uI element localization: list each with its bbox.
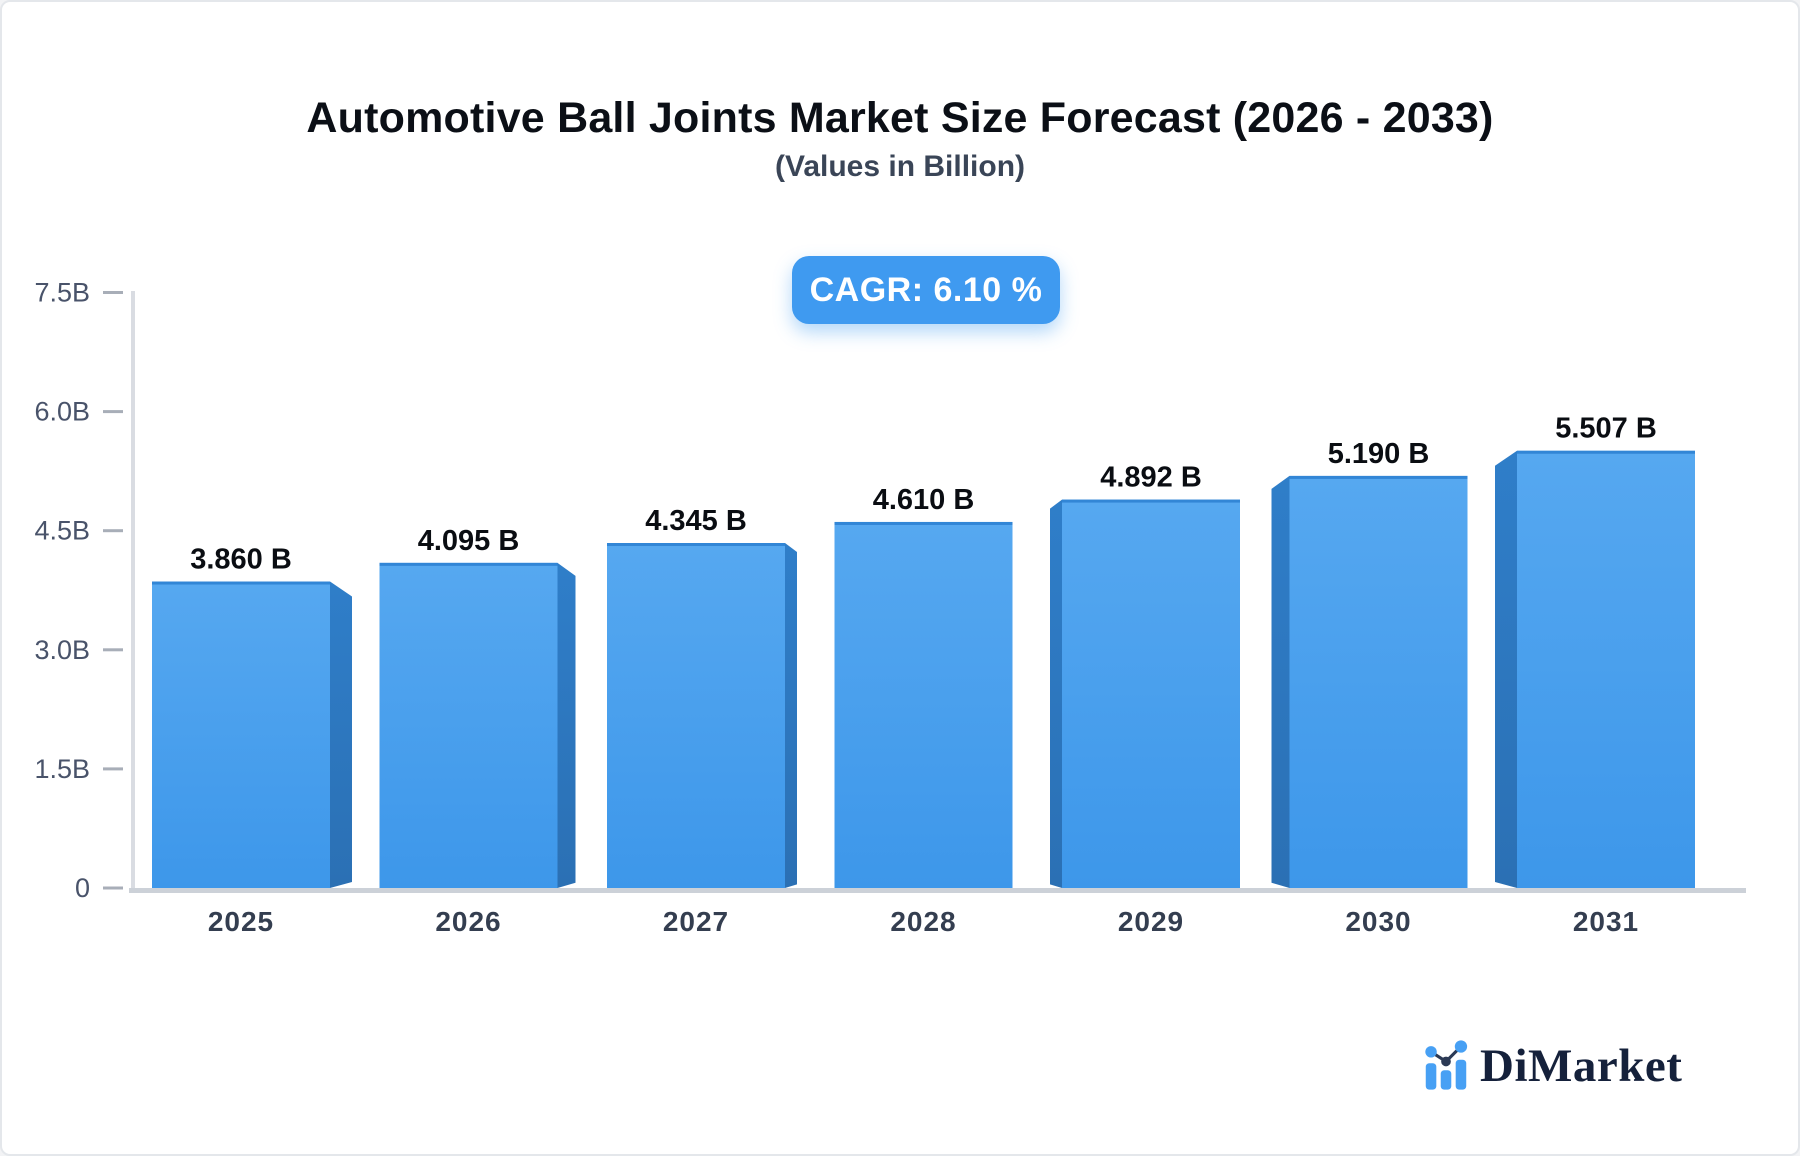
bar-top-edge bbox=[1289, 475, 1468, 479]
x-axis-year-label: 2028 bbox=[890, 906, 956, 937]
y-tick-mark bbox=[103, 886, 123, 890]
bar-value-label: 4.095 B bbox=[418, 525, 520, 557]
bar-main-face bbox=[607, 543, 785, 888]
bar-side-face bbox=[1495, 450, 1517, 888]
bar-value-label: 5.507 B bbox=[1555, 413, 1657, 445]
bar-top-edge bbox=[1517, 450, 1695, 454]
bar-value-label: 5.190 B bbox=[1328, 438, 1430, 470]
bar-group-2031: 5.507 B 2031 bbox=[1495, 413, 1695, 937]
x-axis-baseline bbox=[129, 888, 1746, 893]
bar-top-edge bbox=[1062, 499, 1240, 503]
bar-side-face bbox=[1050, 499, 1062, 888]
y-tick-mark bbox=[103, 410, 123, 414]
y-tick-label: 6.0B bbox=[34, 397, 90, 427]
bar-top-edge bbox=[607, 543, 785, 547]
bar-main-face bbox=[1289, 475, 1468, 888]
bar-value-label: 4.892 B bbox=[1100, 462, 1202, 494]
y-tick-label: 7.5B bbox=[34, 278, 90, 308]
bar-top-edge bbox=[834, 521, 1013, 525]
bar-side-face bbox=[330, 581, 352, 888]
y-tick-label: 3.0B bbox=[34, 635, 90, 665]
y-tick-mark bbox=[103, 529, 123, 533]
bar-main-face bbox=[1517, 450, 1695, 888]
bar-group-2028: 4.610 B 2028 bbox=[834, 484, 1013, 937]
bar-group-2025: 3.860 B 2025 bbox=[152, 544, 352, 937]
x-axis-year-label: 2026 bbox=[435, 906, 501, 937]
bar-group-2026: 4.095 B 2026 bbox=[379, 525, 576, 937]
cagr-badge: CAGR: 6.10 % bbox=[792, 256, 1060, 324]
x-axis-year-label: 2027 bbox=[663, 906, 729, 937]
bar-value-label: 3.860 B bbox=[190, 544, 292, 576]
y-tick-mark bbox=[103, 291, 123, 294]
bar-value-label: 4.610 B bbox=[873, 484, 975, 516]
bar-main-face bbox=[834, 521, 1013, 888]
y-tick-mark bbox=[103, 767, 123, 771]
y-tick-label: 0 bbox=[75, 873, 90, 903]
x-axis-year-label: 2029 bbox=[1118, 906, 1184, 937]
chart-title: Automotive Ball Joints Market Size Forec… bbox=[306, 94, 1494, 142]
mini-bar-chart-icon bbox=[1425, 1040, 1468, 1090]
bar-side-face bbox=[1271, 475, 1290, 888]
y-tick-mark bbox=[103, 648, 123, 652]
dimarket-logo-text: DiMarket bbox=[1480, 1040, 1683, 1092]
bar-main-face bbox=[379, 562, 558, 888]
bar-side-face bbox=[785, 543, 797, 888]
bar-group-2029: 4.892 B 2029 bbox=[1050, 462, 1240, 937]
y-tick-label: 4.5B bbox=[34, 516, 90, 546]
y-tick-label: 1.5B bbox=[34, 754, 90, 784]
bar-group-2030: 5.190 B 2030 bbox=[1271, 438, 1468, 937]
bar-group-2027: 4.345 B 2027 bbox=[607, 505, 797, 937]
x-axis-year-label: 2031 bbox=[1573, 906, 1639, 937]
chart-subtitle: (Values in Billion) bbox=[774, 150, 1026, 183]
bar-top-edge bbox=[379, 562, 558, 566]
dimarket-logo: DiMarket bbox=[1424, 1040, 1682, 1090]
y-axis-line bbox=[131, 291, 135, 892]
bar-top-edge bbox=[152, 581, 330, 585]
bar-main-face bbox=[1062, 499, 1240, 888]
x-axis-year-label: 2025 bbox=[208, 906, 274, 937]
bar-main-face bbox=[152, 581, 330, 888]
bar-value-label: 4.345 B bbox=[645, 505, 747, 537]
x-axis-year-label: 2030 bbox=[1345, 906, 1411, 937]
bar-side-face bbox=[557, 562, 576, 888]
